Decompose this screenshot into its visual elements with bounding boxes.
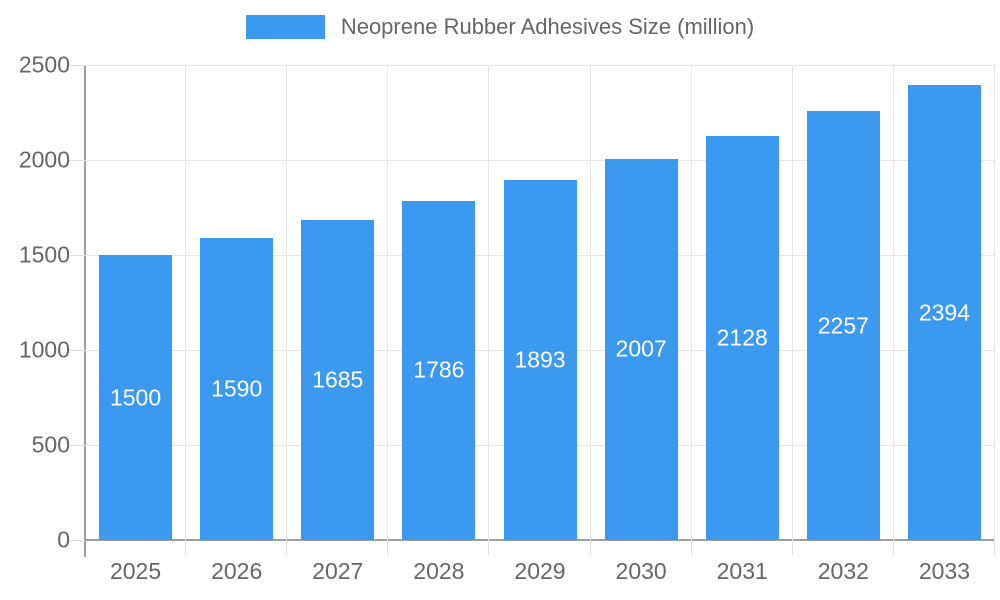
x-axis-tick-label: 2032 xyxy=(817,558,869,584)
y-axis-tick-label: 500 xyxy=(31,431,70,458)
gridline-vertical xyxy=(589,65,591,540)
y-axis-tick-mark xyxy=(70,444,85,446)
x-axis-tick-label: 2033 xyxy=(918,558,971,584)
gridline-horizontal xyxy=(85,65,995,66)
y-axis-tick-label: 2500 xyxy=(18,51,70,78)
x-axis-tick-label: 2030 xyxy=(615,558,667,584)
x-axis-tick-label: 2031 xyxy=(716,558,768,584)
bar[interactable]: 2257 xyxy=(806,111,880,540)
bar[interactable]: 1786 xyxy=(402,200,476,540)
y-axis-tick-mark xyxy=(70,254,85,256)
y-axis-tick-mark xyxy=(70,349,85,351)
bar-value-label: 1893 xyxy=(514,346,566,373)
x-axis-tick-mark xyxy=(185,540,187,555)
bar-value-label: 1786 xyxy=(413,356,465,383)
bar-value-label: 2128 xyxy=(716,324,768,351)
y-axis-tick-mark xyxy=(70,539,85,541)
x-axis-tick-mark xyxy=(488,540,490,555)
x-axis-tick-label: 2029 xyxy=(514,558,566,584)
y-axis-line xyxy=(84,65,86,557)
x-axis-tick-mark xyxy=(892,540,894,555)
y-axis-tick-label: 2000 xyxy=(18,146,70,173)
x-axis-tick-mark xyxy=(387,540,389,555)
bar-value-label: 2007 xyxy=(615,335,667,362)
x-axis-tick-mark xyxy=(589,540,591,555)
bar-value-label: 2257 xyxy=(817,312,869,339)
x-axis-tick-label: 2026 xyxy=(211,558,263,584)
gridline-vertical xyxy=(892,65,894,540)
bar[interactable]: 1500 xyxy=(99,255,173,540)
plot-area: 1500 1590 1685 1786 1893 2007 2128 2257 2394 xyxy=(85,65,995,540)
y-axis-tick-label: 0 xyxy=(57,526,70,553)
gridline-vertical xyxy=(690,65,692,540)
x-axis-tick-label: 2028 xyxy=(413,558,465,584)
gridline-vertical xyxy=(488,65,490,540)
x-axis-tick-label: 2027 xyxy=(312,558,364,584)
y-axis-tick-mark xyxy=(70,64,85,66)
bar[interactable]: 2007 xyxy=(604,158,678,540)
legend-swatch-icon xyxy=(245,15,325,39)
chart-legend[interactable]: Neoprene Rubber Adhesives Size (million) xyxy=(0,14,1000,40)
bar[interactable]: 1893 xyxy=(503,180,577,540)
bar-value-label: 1685 xyxy=(312,366,364,393)
bar[interactable]: 1590 xyxy=(200,237,274,540)
x-axis-tick-mark xyxy=(791,540,793,555)
gridline-vertical xyxy=(994,65,995,540)
x-axis-tick-mark xyxy=(690,540,692,555)
x-axis-line xyxy=(85,539,995,541)
gridline-horizontal xyxy=(85,160,995,161)
bar-value-label: 1500 xyxy=(109,384,162,410)
y-axis-tick-mark xyxy=(70,159,85,161)
gridline-vertical xyxy=(185,65,187,540)
gridline-vertical xyxy=(387,65,389,540)
gridline-vertical xyxy=(791,65,793,540)
y-axis-tick-label: 1500 xyxy=(18,241,70,268)
legend-label: Neoprene Rubber Adhesives Size (million) xyxy=(340,14,755,39)
bar-value-label: 1590 xyxy=(211,375,263,402)
gridline-vertical xyxy=(286,65,288,540)
x-axis-tick-mark xyxy=(286,540,288,555)
bar[interactable]: 1685 xyxy=(301,219,375,540)
x-axis-tick-mark xyxy=(994,540,995,555)
x-axis-tick-label: 2025 xyxy=(109,558,162,584)
bar[interactable]: 2394 xyxy=(907,85,981,540)
bar[interactable]: 2128 xyxy=(705,135,779,540)
y-axis-tick-label: 1000 xyxy=(18,336,70,363)
bar-value-label: 2394 xyxy=(918,299,971,326)
